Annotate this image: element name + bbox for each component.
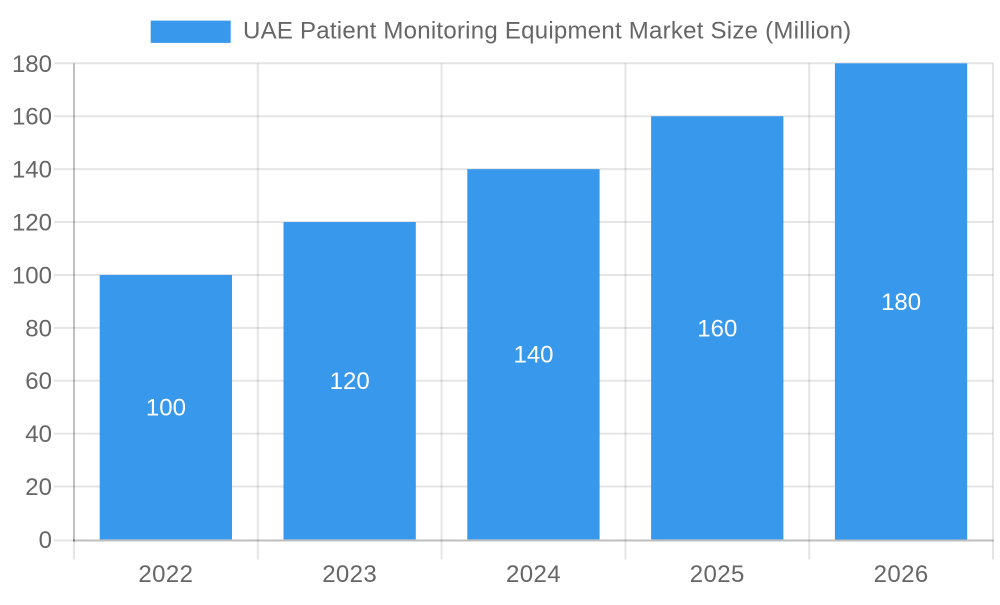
svg-text:120: 120: [330, 368, 370, 395]
svg-text:2025: 2025: [690, 561, 745, 588]
svg-text:100: 100: [12, 262, 52, 289]
svg-text:2024: 2024: [506, 561, 561, 588]
svg-text:UAE Patient Monitoring Equipme: UAE Patient Monitoring Equipment Market …: [243, 18, 851, 45]
svg-text:180: 180: [881, 289, 921, 316]
svg-text:80: 80: [25, 315, 52, 342]
svg-text:120: 120: [12, 210, 52, 237]
svg-text:100: 100: [146, 395, 186, 422]
svg-text:2022: 2022: [138, 561, 193, 588]
svg-text:20: 20: [25, 474, 52, 501]
svg-text:180: 180: [12, 51, 52, 78]
svg-text:140: 140: [12, 157, 52, 184]
svg-text:40: 40: [25, 421, 52, 448]
svg-text:160: 160: [12, 104, 52, 131]
svg-text:160: 160: [697, 315, 737, 342]
svg-text:2023: 2023: [322, 561, 377, 588]
svg-text:0: 0: [39, 527, 52, 554]
svg-text:2026: 2026: [874, 561, 929, 588]
svg-text:60: 60: [25, 368, 52, 395]
svg-text:140: 140: [513, 342, 553, 369]
